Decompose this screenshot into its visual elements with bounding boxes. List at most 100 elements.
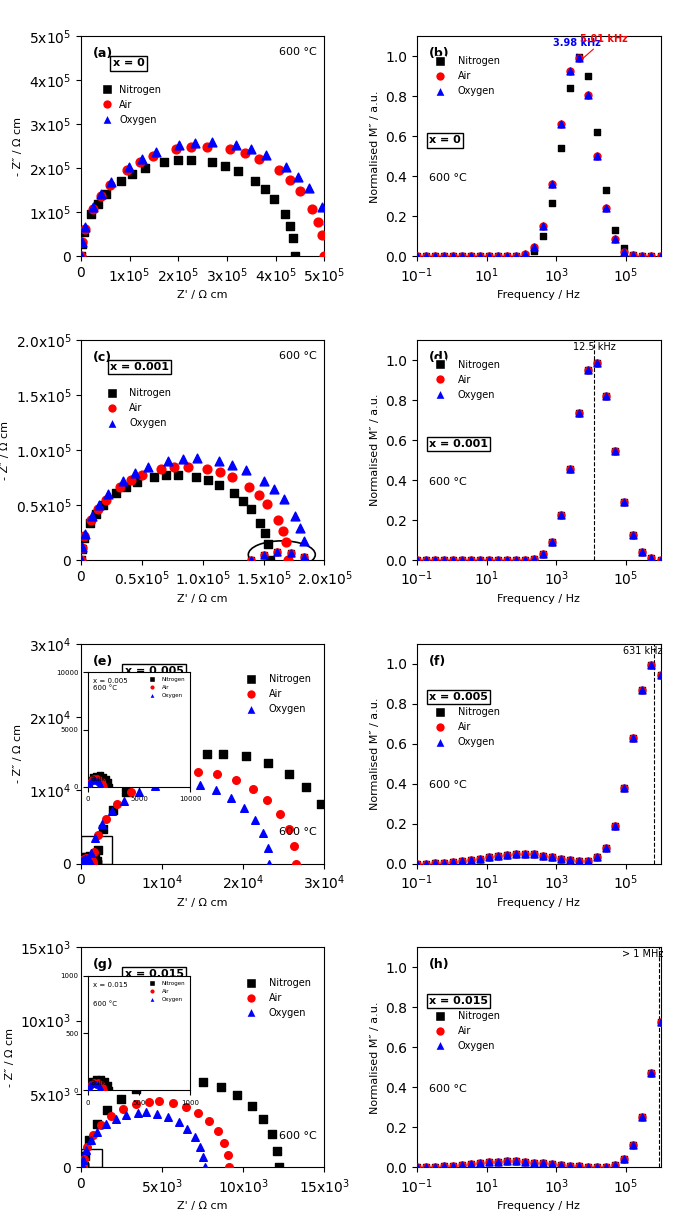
Point xyxy=(262,495,273,514)
Point xyxy=(592,848,603,867)
Point xyxy=(240,460,251,479)
Point xyxy=(257,823,268,843)
Point xyxy=(246,551,257,570)
Text: 600 °C: 600 °C xyxy=(429,477,467,486)
Point xyxy=(493,846,503,866)
Point xyxy=(198,1071,209,1091)
Point xyxy=(78,850,88,869)
Point xyxy=(574,1156,585,1176)
Point xyxy=(592,146,603,165)
Point xyxy=(511,1152,522,1171)
Point xyxy=(547,1155,557,1175)
Point xyxy=(474,551,485,570)
Point xyxy=(185,137,196,157)
Point xyxy=(439,551,450,570)
Point xyxy=(266,1125,277,1144)
Point xyxy=(511,844,522,863)
Point xyxy=(457,851,468,871)
Point xyxy=(87,506,98,525)
Point xyxy=(98,495,109,514)
Point xyxy=(322,210,333,230)
Point xyxy=(474,1154,485,1173)
Point xyxy=(152,1104,162,1124)
Point xyxy=(493,247,503,266)
Point xyxy=(655,550,666,569)
Point xyxy=(655,550,666,569)
Point xyxy=(565,850,576,869)
Point xyxy=(315,794,326,814)
Point xyxy=(601,838,612,857)
Point xyxy=(556,505,567,524)
Point xyxy=(583,66,594,85)
Point xyxy=(466,850,477,869)
Point xyxy=(88,848,98,867)
Point xyxy=(75,1158,86,1177)
Point xyxy=(501,551,512,570)
Point xyxy=(80,849,91,868)
Point xyxy=(131,473,142,492)
Point xyxy=(213,451,224,471)
Point xyxy=(412,247,423,266)
Point xyxy=(466,551,477,570)
Point xyxy=(565,61,576,80)
Point xyxy=(556,849,567,868)
Point xyxy=(583,360,594,379)
Point xyxy=(298,547,309,567)
Point xyxy=(601,198,612,218)
Point xyxy=(466,1154,477,1173)
Point xyxy=(127,164,138,184)
Point xyxy=(233,161,243,180)
Point xyxy=(412,1158,423,1177)
Point xyxy=(77,1156,88,1176)
Point xyxy=(547,533,557,552)
Legend: Nitrogen, Air, Oxygen: Nitrogen, Air, Oxygen xyxy=(427,356,503,404)
Point xyxy=(601,838,612,857)
Point xyxy=(565,460,576,479)
Point xyxy=(224,1158,235,1177)
Legend: Nitrogen, Air, Oxygen: Nitrogen, Air, Oxygen xyxy=(238,670,315,719)
Point xyxy=(655,665,666,685)
Point xyxy=(293,167,304,186)
Point xyxy=(655,1012,666,1031)
Point xyxy=(583,851,594,871)
Point xyxy=(565,1156,576,1176)
Point xyxy=(493,247,503,266)
Legend: Nitrogen, Air, Oxygen: Nitrogen, Air, Oxygen xyxy=(427,704,503,751)
Point xyxy=(173,466,184,485)
Point xyxy=(115,478,125,497)
Point xyxy=(75,551,86,570)
Point xyxy=(78,1156,89,1176)
Point xyxy=(134,153,145,173)
Y-axis label: Normalised M″ / a.u.: Normalised M″ / a.u. xyxy=(370,1001,379,1114)
Point xyxy=(98,820,109,839)
Point xyxy=(121,783,131,803)
Point xyxy=(75,1156,86,1176)
Point xyxy=(529,241,540,260)
Point xyxy=(429,551,440,570)
Point xyxy=(457,551,468,570)
Point xyxy=(457,247,468,266)
Point xyxy=(655,247,666,266)
Point xyxy=(92,1122,102,1142)
Point xyxy=(601,198,612,218)
Point xyxy=(285,544,296,563)
Point xyxy=(78,1158,88,1177)
Point xyxy=(646,1064,657,1083)
Point xyxy=(547,1155,557,1175)
Point xyxy=(316,197,327,216)
Point xyxy=(295,518,306,537)
Point xyxy=(142,772,153,792)
Point xyxy=(206,152,217,171)
Point xyxy=(202,744,212,764)
Y-axis label: - Z″ / Ω cm: - Z″ / Ω cm xyxy=(0,421,10,479)
Point xyxy=(204,1111,214,1131)
Point xyxy=(646,247,657,266)
Point xyxy=(82,849,93,868)
Point xyxy=(538,1154,549,1173)
Point xyxy=(439,551,450,570)
Point xyxy=(97,815,108,834)
Point xyxy=(76,235,87,254)
Point xyxy=(448,1156,458,1176)
Point xyxy=(637,1107,648,1126)
Point xyxy=(117,1099,128,1119)
